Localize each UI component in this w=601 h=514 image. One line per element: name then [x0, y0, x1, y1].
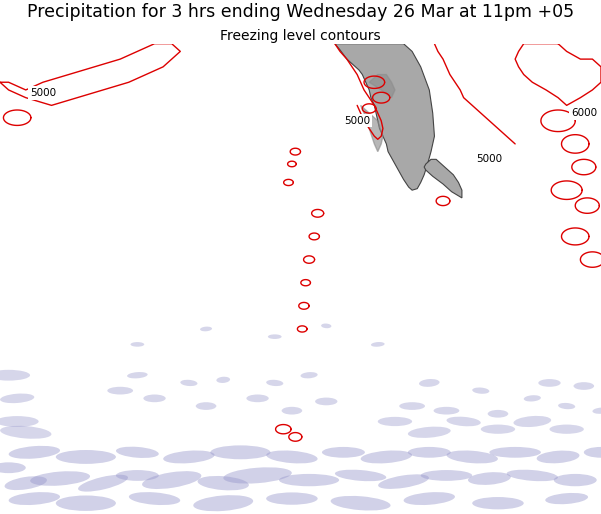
Ellipse shape: [266, 492, 318, 505]
Ellipse shape: [513, 416, 551, 427]
Ellipse shape: [468, 472, 511, 485]
Ellipse shape: [210, 445, 270, 460]
Ellipse shape: [300, 372, 318, 378]
Ellipse shape: [447, 450, 498, 464]
Ellipse shape: [378, 417, 412, 426]
Text: 5000: 5000: [477, 154, 502, 164]
Ellipse shape: [593, 408, 601, 414]
Ellipse shape: [266, 380, 283, 386]
Ellipse shape: [196, 402, 216, 410]
Ellipse shape: [56, 450, 116, 464]
Ellipse shape: [0, 370, 30, 380]
Ellipse shape: [0, 463, 26, 473]
Ellipse shape: [127, 372, 148, 378]
Ellipse shape: [558, 403, 575, 409]
Ellipse shape: [163, 450, 215, 464]
Polygon shape: [424, 159, 462, 198]
Ellipse shape: [130, 342, 144, 346]
Ellipse shape: [56, 495, 116, 511]
Ellipse shape: [573, 382, 594, 390]
Ellipse shape: [200, 326, 212, 332]
Ellipse shape: [447, 417, 481, 426]
Ellipse shape: [321, 323, 331, 328]
Ellipse shape: [30, 471, 90, 486]
Ellipse shape: [408, 447, 451, 458]
Ellipse shape: [399, 402, 425, 410]
Ellipse shape: [361, 450, 412, 464]
Ellipse shape: [180, 380, 198, 386]
Text: Precipitation for 3 hrs ending Wednesday 26 Mar at 11pm +05: Precipitation for 3 hrs ending Wednesday…: [27, 3, 574, 21]
Ellipse shape: [78, 475, 128, 491]
Ellipse shape: [419, 379, 439, 387]
Ellipse shape: [0, 426, 52, 439]
Ellipse shape: [331, 496, 391, 510]
Ellipse shape: [481, 425, 515, 434]
Text: 5000: 5000: [344, 116, 370, 126]
Ellipse shape: [266, 450, 317, 464]
Ellipse shape: [116, 447, 159, 458]
Ellipse shape: [538, 379, 561, 387]
Ellipse shape: [335, 470, 386, 481]
Ellipse shape: [246, 395, 269, 402]
Ellipse shape: [421, 470, 472, 481]
Text: 5000: 5000: [30, 88, 56, 98]
Polygon shape: [335, 44, 435, 190]
Ellipse shape: [5, 476, 47, 490]
Ellipse shape: [507, 470, 558, 481]
Ellipse shape: [545, 493, 588, 504]
Ellipse shape: [537, 451, 579, 463]
Ellipse shape: [279, 474, 339, 486]
Ellipse shape: [129, 492, 180, 505]
Ellipse shape: [322, 447, 365, 458]
Ellipse shape: [216, 377, 230, 383]
Ellipse shape: [194, 495, 253, 511]
Ellipse shape: [8, 446, 60, 459]
Ellipse shape: [371, 342, 385, 347]
Ellipse shape: [144, 395, 166, 402]
Ellipse shape: [224, 467, 292, 484]
Ellipse shape: [116, 470, 159, 481]
Ellipse shape: [108, 387, 133, 395]
Ellipse shape: [487, 410, 508, 417]
Polygon shape: [361, 105, 383, 152]
Text: 6000: 6000: [571, 108, 597, 118]
Ellipse shape: [198, 476, 249, 490]
Ellipse shape: [378, 474, 429, 489]
Ellipse shape: [549, 425, 584, 434]
Text: Freezing level contours: Freezing level contours: [220, 29, 381, 43]
Ellipse shape: [472, 497, 523, 509]
Ellipse shape: [315, 398, 337, 405]
Ellipse shape: [404, 492, 455, 505]
Ellipse shape: [584, 447, 601, 458]
Ellipse shape: [142, 471, 201, 489]
Polygon shape: [369, 75, 395, 98]
Ellipse shape: [268, 335, 282, 339]
Ellipse shape: [0, 416, 38, 427]
Ellipse shape: [408, 427, 451, 438]
Ellipse shape: [554, 474, 597, 486]
Ellipse shape: [523, 395, 541, 401]
Ellipse shape: [8, 492, 60, 505]
Ellipse shape: [472, 388, 489, 394]
Ellipse shape: [489, 447, 541, 458]
Ellipse shape: [433, 407, 459, 414]
Ellipse shape: [0, 394, 34, 403]
Ellipse shape: [282, 407, 302, 414]
